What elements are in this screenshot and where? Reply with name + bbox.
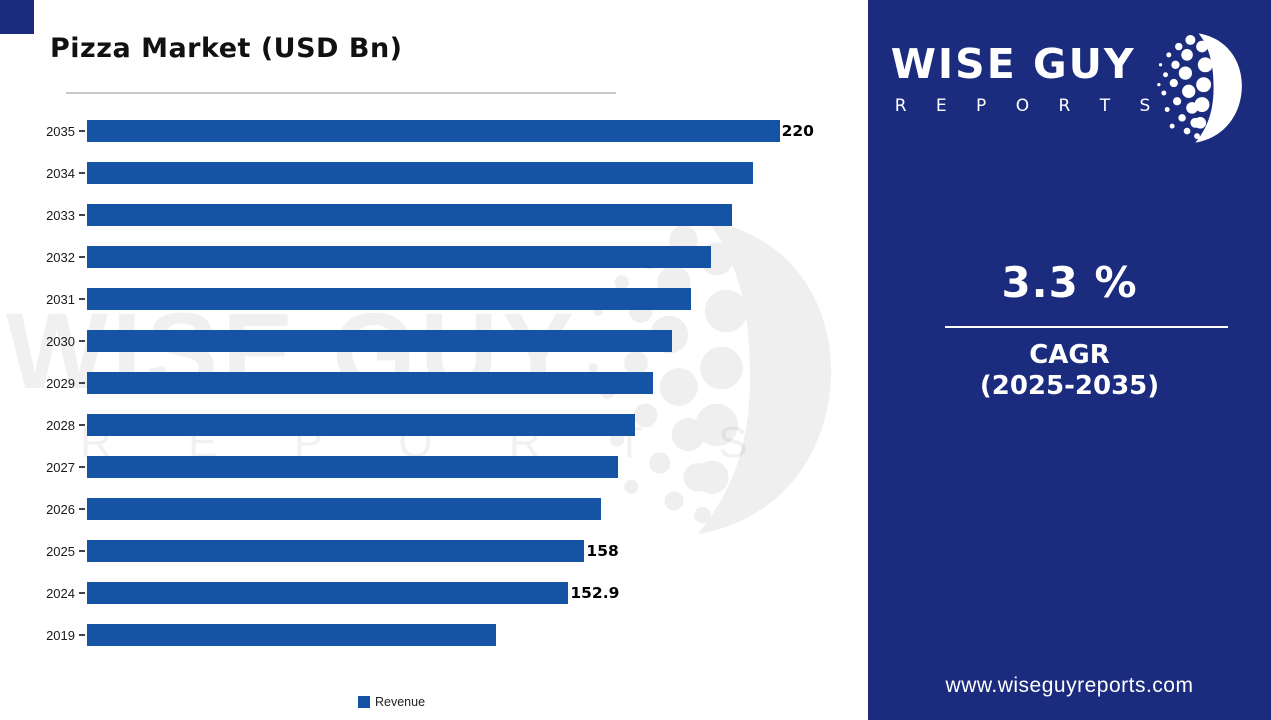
bar-value-label: 220 (781, 122, 814, 140)
legend-label: Revenue (375, 695, 426, 709)
bar-row: 2032 (20, 236, 852, 278)
bar-row: 2027 (20, 446, 852, 488)
axis-tick (79, 130, 85, 132)
bar-value-label: 158 (586, 542, 619, 560)
website-url: www.wiseguyreports.com (945, 674, 1194, 697)
bar-row: 2033 (20, 194, 852, 236)
bar-row: 2029 (20, 362, 852, 404)
logo-reports: R E P O R T S (894, 96, 1163, 116)
revenue-bar (87, 246, 712, 268)
y-axis-label: 2024 (46, 585, 75, 601)
revenue-bar (87, 330, 673, 352)
axis-tick (79, 256, 85, 258)
y-axis-label: 2033 (46, 207, 75, 223)
revenue-bar (87, 414, 636, 436)
brand-logo: WISE GUY R E P O R T S (868, 33, 1271, 146)
cagr-range: (2025-2035) (979, 371, 1160, 402)
revenue-bar (87, 120, 780, 142)
chart-title: Pizza Market (USD Bn) (50, 33, 403, 64)
bar-row: 2024 152.9 (20, 572, 852, 614)
bar-value-label: 152.9 (570, 584, 620, 602)
y-axis-label: 2030 (46, 333, 75, 349)
axis-tick (79, 172, 85, 174)
revenue-bar (87, 540, 585, 562)
bar-row: 2028 (20, 404, 852, 446)
bar-row: 2025 158 (20, 530, 852, 572)
side-panel: WISE GUY R E P O R T S 3.3 % CAGR (2025-… (868, 0, 1271, 720)
y-axis-label: 2027 (46, 459, 75, 475)
revenue-bar (87, 204, 733, 226)
revenue-bar (87, 582, 569, 604)
axis-tick (79, 298, 85, 300)
chart-panel: Pizza Market (USD Bn) WISE GUY R E P O R… (0, 0, 852, 709)
axis-tick (79, 634, 85, 636)
bar-row: 2026 (20, 488, 852, 530)
y-axis-label: 2032 (46, 249, 75, 265)
y-axis-label: 2034 (46, 165, 75, 181)
bar-row: 2019 (20, 614, 852, 656)
revenue-bar (87, 456, 618, 478)
y-axis-label: 2026 (46, 501, 75, 517)
cagr-label-block: CAGR (2025-2035) (868, 340, 1271, 402)
axis-tick (79, 382, 85, 384)
legend: Revenue (358, 695, 425, 709)
axis-tick (79, 508, 85, 510)
y-axis-label: 2028 (46, 417, 75, 433)
y-axis-label: 2025 (46, 543, 75, 559)
revenue-bar (87, 498, 601, 520)
bar-row: 2030 (20, 320, 852, 362)
revenue-bar (87, 288, 692, 310)
revenue-bar (87, 624, 497, 646)
axis-tick (79, 550, 85, 552)
watermark-head-icon (588, 220, 832, 535)
y-axis-label: 2031 (46, 291, 75, 307)
bar-row: 2031 (20, 278, 852, 320)
y-axis-label: 2019 (46, 627, 75, 643)
axis-tick (79, 592, 85, 594)
cagr-value: 3.3 % (1001, 258, 1138, 307)
logo-wordmark: WISE GUY (890, 40, 1136, 88)
axis-tick (79, 214, 85, 216)
bar-chart: 2035 220 2034 2033 2032 2031 2030 2029 2028 2027 2… (20, 110, 852, 656)
revenue-bar (87, 372, 654, 394)
axis-tick (79, 466, 85, 468)
bar-row: 2035 220 (20, 110, 852, 152)
logo-text: WISE GUY R E P O R T S (891, 40, 1163, 116)
legend-swatch (358, 696, 370, 708)
cagr-label: CAGR (1029, 340, 1110, 370)
title-underline (66, 92, 616, 94)
y-axis-label: 2035 (46, 123, 75, 139)
cagr-divider (945, 326, 1228, 328)
corner-accent (0, 0, 34, 34)
axis-tick (79, 340, 85, 342)
logo-head-icon (1157, 33, 1243, 143)
bar-row: 2034 (20, 152, 852, 194)
axis-tick (79, 424, 85, 426)
revenue-bar (87, 162, 754, 184)
y-axis-label: 2029 (46, 375, 75, 391)
